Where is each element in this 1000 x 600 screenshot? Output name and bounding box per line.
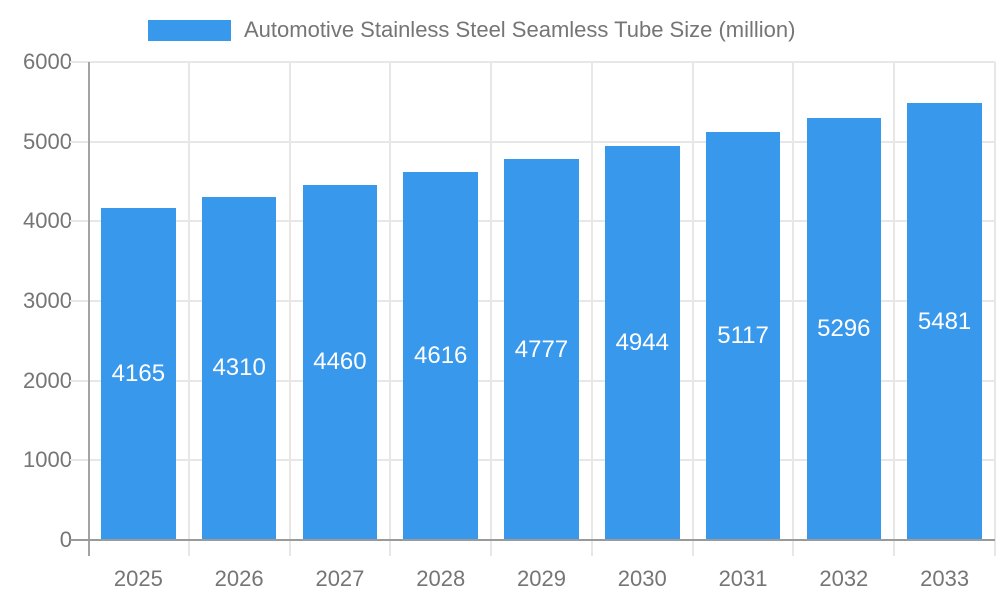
bar-2030: 4944 xyxy=(604,146,680,540)
bar-value-label: 4460 xyxy=(313,348,367,376)
bar-value-label: 5481 xyxy=(917,307,972,335)
bar-2032: 5296 xyxy=(806,118,882,540)
gridline-vertical xyxy=(490,62,493,556)
bar-2025: 4165 xyxy=(101,208,176,540)
x-axis-line xyxy=(70,539,995,541)
bar-value-label: 4310 xyxy=(212,354,266,382)
bar-2026: 4310 xyxy=(201,196,277,540)
legend-swatch xyxy=(148,19,231,41)
y-axis-tick-label: 5000 xyxy=(23,128,72,154)
y-axis-tick-label: 6000 xyxy=(23,49,72,74)
bar-2027: 4460 xyxy=(302,184,378,540)
gridline-vertical xyxy=(893,62,896,556)
x-axis-tick-label: 2026 xyxy=(214,566,264,591)
y-axis-tick-label: 1000 xyxy=(23,447,72,473)
y-axis-tick-label: 3000 xyxy=(23,288,72,313)
bar-2028: 4616 xyxy=(403,172,478,540)
x-axis-tick-label: 2032 xyxy=(819,566,869,591)
x-axis-tick-label: 2031 xyxy=(718,566,768,591)
bar-value-label: 4616 xyxy=(414,342,468,370)
bar-2031: 5117 xyxy=(705,132,781,540)
bar-value-label: 5117 xyxy=(717,322,769,350)
gridline-vertical xyxy=(187,62,190,556)
plot-area: 4165 4310 4460 4616 4777 4944 5117 5296 5481 xyxy=(70,61,996,556)
bar-2029: 4777 xyxy=(504,159,579,540)
gridline-vertical xyxy=(792,62,795,556)
y-axis-tick-label: 2000 xyxy=(23,367,72,393)
bar-2033: 5481 xyxy=(907,103,982,540)
gridline-horizontal xyxy=(70,140,995,143)
bar-value-label: 4777 xyxy=(514,335,569,363)
x-axis-tick-label: 2025 xyxy=(113,566,163,591)
y-axis-labels: 0 1000 2000 3000 4000 5000 6000 xyxy=(0,49,72,552)
legend-label: Automotive Stainless Steel Seamless Tube… xyxy=(244,17,796,42)
x-axis-tick-label: 2030 xyxy=(617,566,667,591)
y-axis-tick-label: 0 xyxy=(59,527,72,552)
gridline-vertical xyxy=(389,62,392,556)
x-axis-tick-label: 2027 xyxy=(315,566,365,591)
x-axis-tick-label: 2029 xyxy=(517,566,566,591)
gridline-horizontal xyxy=(70,61,995,63)
bar-value-label: 5296 xyxy=(817,315,871,343)
gridline-vertical xyxy=(994,62,996,556)
gridline-vertical xyxy=(590,62,593,556)
bar-value-label: 4165 xyxy=(111,360,166,388)
x-axis-tick-label: 2028 xyxy=(416,566,466,591)
x-axis-labels: 2025 2026 2027 2028 2029 2030 2031 2032 2033 xyxy=(88,562,995,592)
y-axis-line xyxy=(88,62,90,556)
legend[interactable]: Automotive Stainless Steel Seamless Tube… xyxy=(148,17,795,43)
gridline-vertical xyxy=(691,62,694,556)
gridline-vertical xyxy=(288,62,291,556)
y-axis-tick-label: 4000 xyxy=(23,208,72,234)
x-axis-tick-label: 2033 xyxy=(920,566,970,591)
bar-value-label: 4944 xyxy=(615,329,669,357)
